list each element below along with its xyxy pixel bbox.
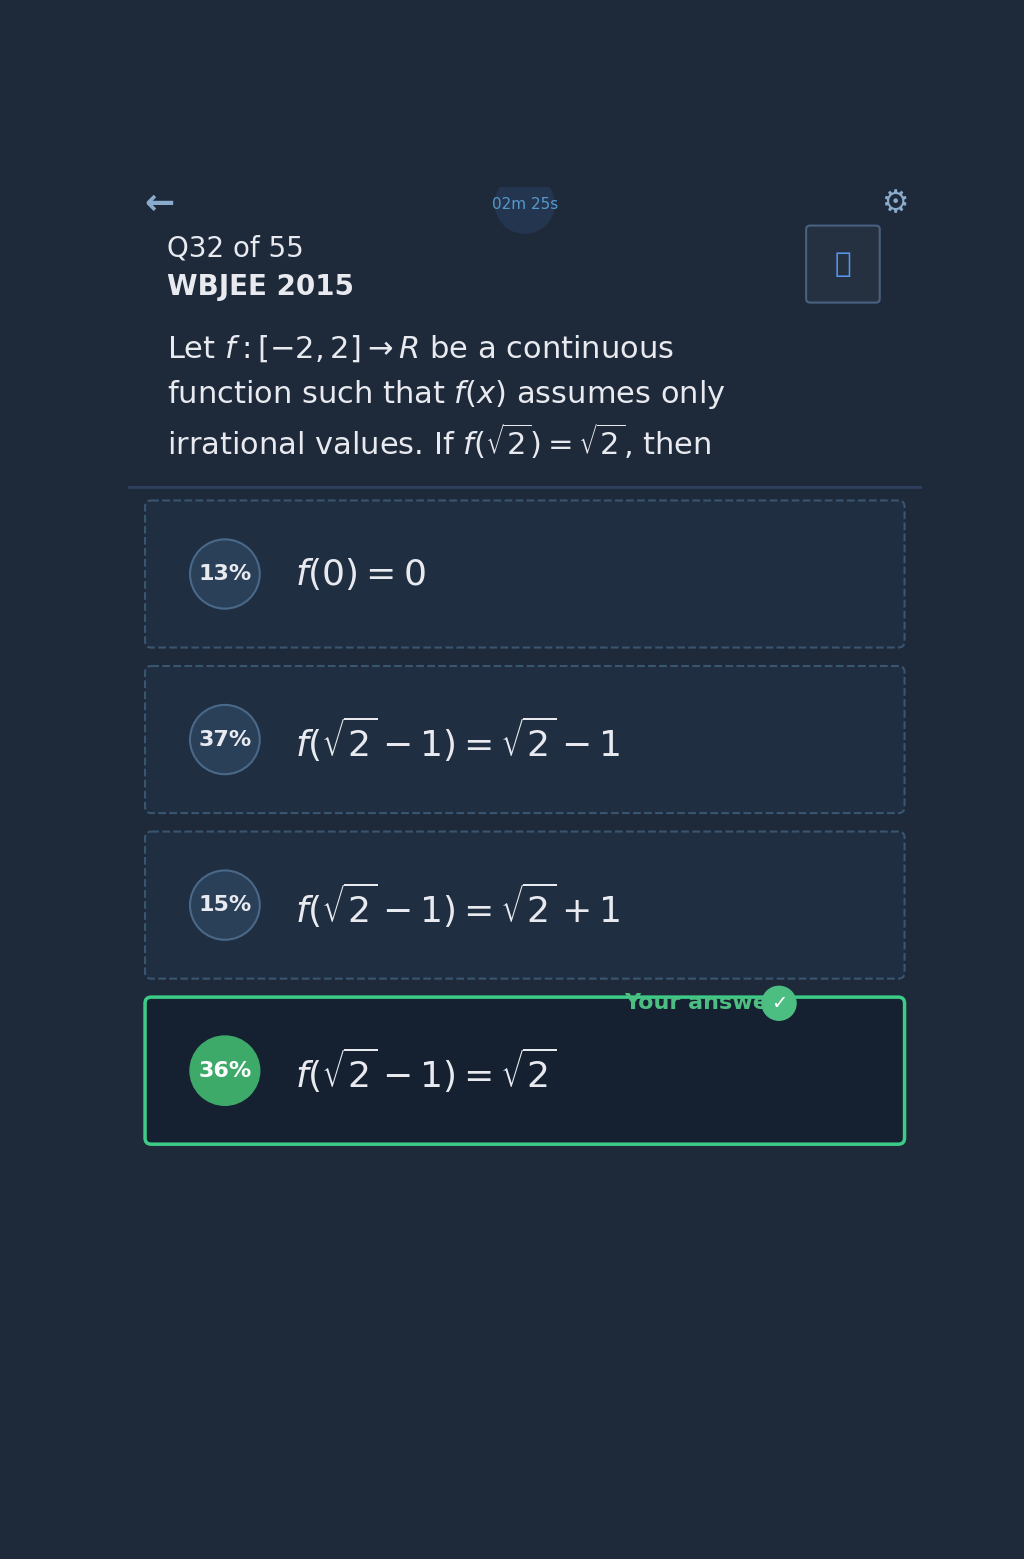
Text: $f(\sqrt{2}-1)=\sqrt{2}$: $f(\sqrt{2}-1)=\sqrt{2}$ — [295, 1046, 556, 1096]
Text: ⚙: ⚙ — [882, 190, 909, 218]
Text: $f(0)=0$: $f(0)=0$ — [295, 557, 426, 592]
Text: 02m 25s: 02m 25s — [492, 196, 558, 212]
FancyBboxPatch shape — [145, 500, 904, 647]
Text: 37%: 37% — [199, 730, 252, 750]
Circle shape — [190, 870, 260, 940]
Text: irrational values. If $f(\sqrt{2})=\sqrt{2}$, then: irrational values. If $f(\sqrt{2})=\sqrt… — [167, 421, 711, 461]
Text: WBJEE 2015: WBJEE 2015 — [167, 273, 353, 301]
Text: 🔖: 🔖 — [835, 249, 851, 278]
Text: $f(\sqrt{2}-1)=\sqrt{2}+1$: $f(\sqrt{2}-1)=\sqrt{2}+1$ — [295, 881, 620, 929]
Circle shape — [190, 705, 260, 775]
Text: ✓: ✓ — [771, 993, 787, 1013]
Text: 15%: 15% — [199, 895, 252, 915]
Circle shape — [496, 175, 554, 234]
Text: $f(\sqrt{2}-1)=\sqrt{2}-1$: $f(\sqrt{2}-1)=\sqrt{2}-1$ — [295, 716, 620, 764]
FancyBboxPatch shape — [145, 831, 904, 979]
FancyBboxPatch shape — [145, 666, 904, 814]
Text: 13%: 13% — [199, 564, 252, 585]
Text: function such that $f(x)$ assumes only: function such that $f(x)$ assumes only — [167, 379, 725, 412]
Circle shape — [762, 987, 796, 1020]
Circle shape — [190, 539, 260, 608]
Text: Your answer: Your answer — [624, 993, 779, 1013]
FancyBboxPatch shape — [806, 226, 880, 302]
Circle shape — [190, 1037, 260, 1105]
FancyBboxPatch shape — [145, 998, 904, 1144]
Text: Let $f:[-2,2]\rightarrow R$ be a continuous: Let $f:[-2,2]\rightarrow R$ be a continu… — [167, 334, 674, 365]
Text: ←: ← — [144, 187, 174, 221]
Text: 36%: 36% — [199, 1060, 252, 1080]
Text: Q32 of 55: Q32 of 55 — [167, 235, 303, 262]
